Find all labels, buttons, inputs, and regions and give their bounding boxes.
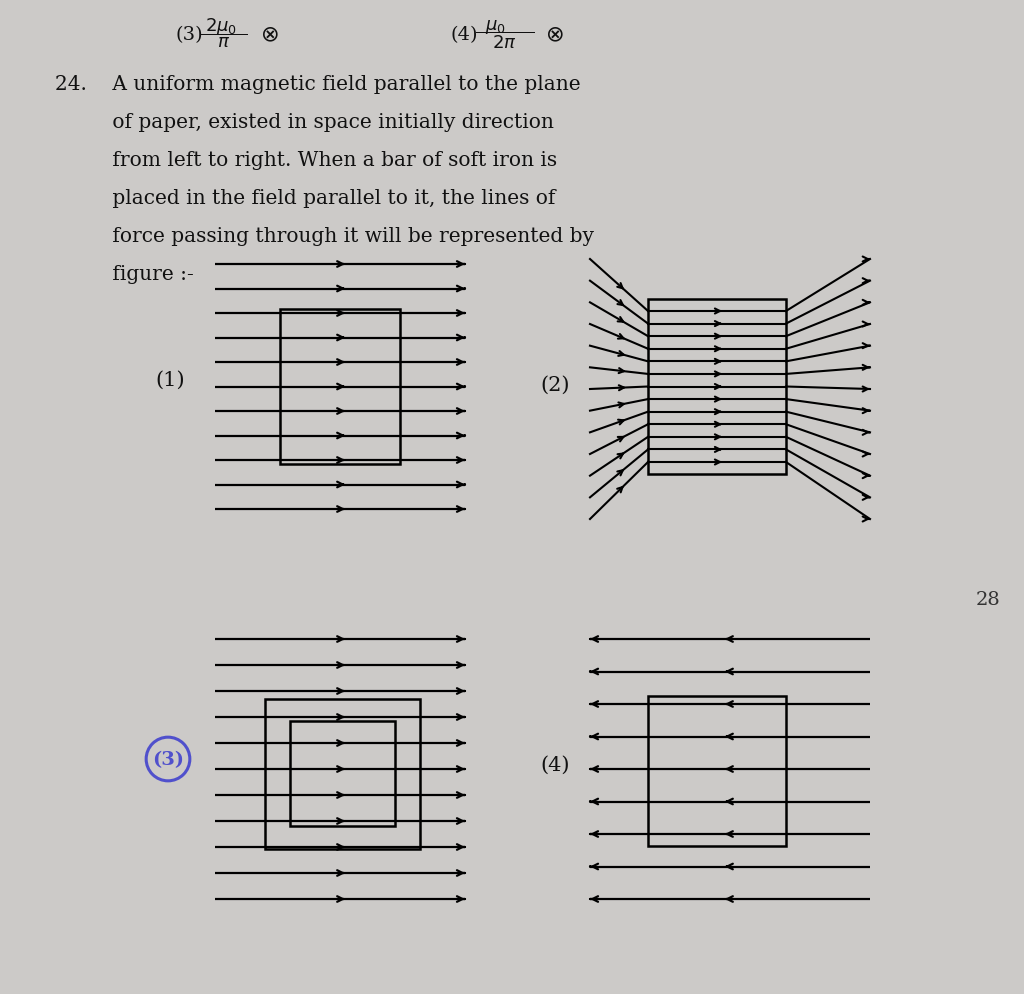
Text: (3): (3)	[175, 26, 203, 44]
Text: (3): (3)	[152, 750, 184, 768]
Text: 24.    A uniform magnetic field parallel to the plane: 24. A uniform magnetic field parallel to…	[55, 76, 581, 94]
Text: placed in the field parallel to it, the lines of: placed in the field parallel to it, the …	[55, 189, 555, 209]
Text: (2): (2)	[541, 375, 569, 394]
Text: $\overline{\quad\pi\quad}$: $\overline{\quad\pi\quad}$	[200, 33, 248, 51]
Text: $\mu_0$: $\mu_0$	[485, 18, 506, 36]
Text: from left to right. When a bar of soft iron is: from left to right. When a bar of soft i…	[55, 151, 557, 170]
Text: $\otimes$: $\otimes$	[260, 25, 279, 45]
Text: $\otimes$: $\otimes$	[545, 25, 563, 45]
Text: $\overline{\quad 2\pi \quad}$: $\overline{\quad 2\pi \quad}$	[475, 32, 535, 53]
Bar	[280, 310, 400, 464]
Text: 28: 28	[975, 590, 1000, 608]
Bar	[648, 300, 786, 474]
Text: (4): (4)	[450, 26, 477, 44]
Text: (4): (4)	[541, 754, 569, 773]
Text: $2\mu_0$: $2\mu_0$	[205, 17, 238, 38]
Bar	[265, 700, 420, 849]
Bar	[648, 697, 786, 846]
Text: figure :-: figure :-	[55, 265, 194, 284]
Text: of paper, existed in space initially direction: of paper, existed in space initially dir…	[55, 113, 554, 132]
Bar	[290, 722, 395, 826]
Text: force passing through it will be represented by: force passing through it will be represe…	[55, 228, 594, 247]
Text: (1): (1)	[156, 370, 184, 389]
